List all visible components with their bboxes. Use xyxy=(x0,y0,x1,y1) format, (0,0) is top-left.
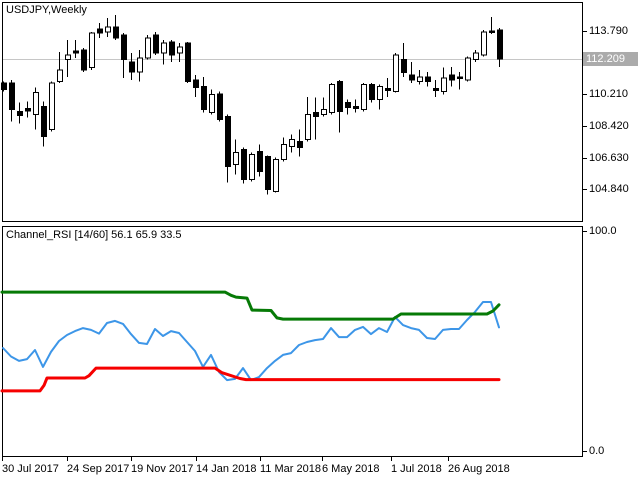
time-axis-label: 11 Mar 2018 xyxy=(260,463,321,475)
symbol-title: USDJPY,Weekly xyxy=(6,4,87,16)
current-price-badge: 112.209 xyxy=(583,52,638,66)
price-axis-label: 104.840 xyxy=(589,183,629,195)
time-axis-label: 6 May 2018 xyxy=(322,463,380,475)
time-axis-label: 24 Sep 2017 xyxy=(67,463,130,475)
time-axis-label: 30 Jul 2017 xyxy=(2,463,59,475)
indicator-pane[interactable] xyxy=(2,226,583,457)
time-axis-label: 1 Jul 2018 xyxy=(391,463,442,475)
price-scale[interactable]: 113.790112.000110.210108.420106.630104.8… xyxy=(583,0,640,222)
time-axis-label: 14 Jan 2018 xyxy=(196,463,257,475)
main-chart-pane[interactable] xyxy=(2,2,583,222)
indicator-axis-label: 0.0 xyxy=(589,445,605,457)
indicator-axis-label: 100.0 xyxy=(589,225,617,237)
time-axis-label: 19 Nov 2017 xyxy=(131,463,194,475)
time-axis[interactable]: 30 Jul 2017 24 Sep 2017 19 Nov 2017 14 Jan … xyxy=(0,457,640,480)
current-price-label: 112.209 xyxy=(586,53,625,65)
indicator-label: Channel_RSI [14/60] 56.1 65.9 33.5 xyxy=(6,229,182,241)
price-axis-label: 113.790 xyxy=(589,25,628,37)
price-axis-label: 108.420 xyxy=(589,120,629,132)
indicator-scale[interactable]: 100.0 0.0 xyxy=(583,225,640,457)
time-axis-label: 26 Aug 2018 xyxy=(448,463,510,475)
price-axis-label: 106.630 xyxy=(589,152,629,164)
price-axis-label: 110.210 xyxy=(589,88,628,100)
